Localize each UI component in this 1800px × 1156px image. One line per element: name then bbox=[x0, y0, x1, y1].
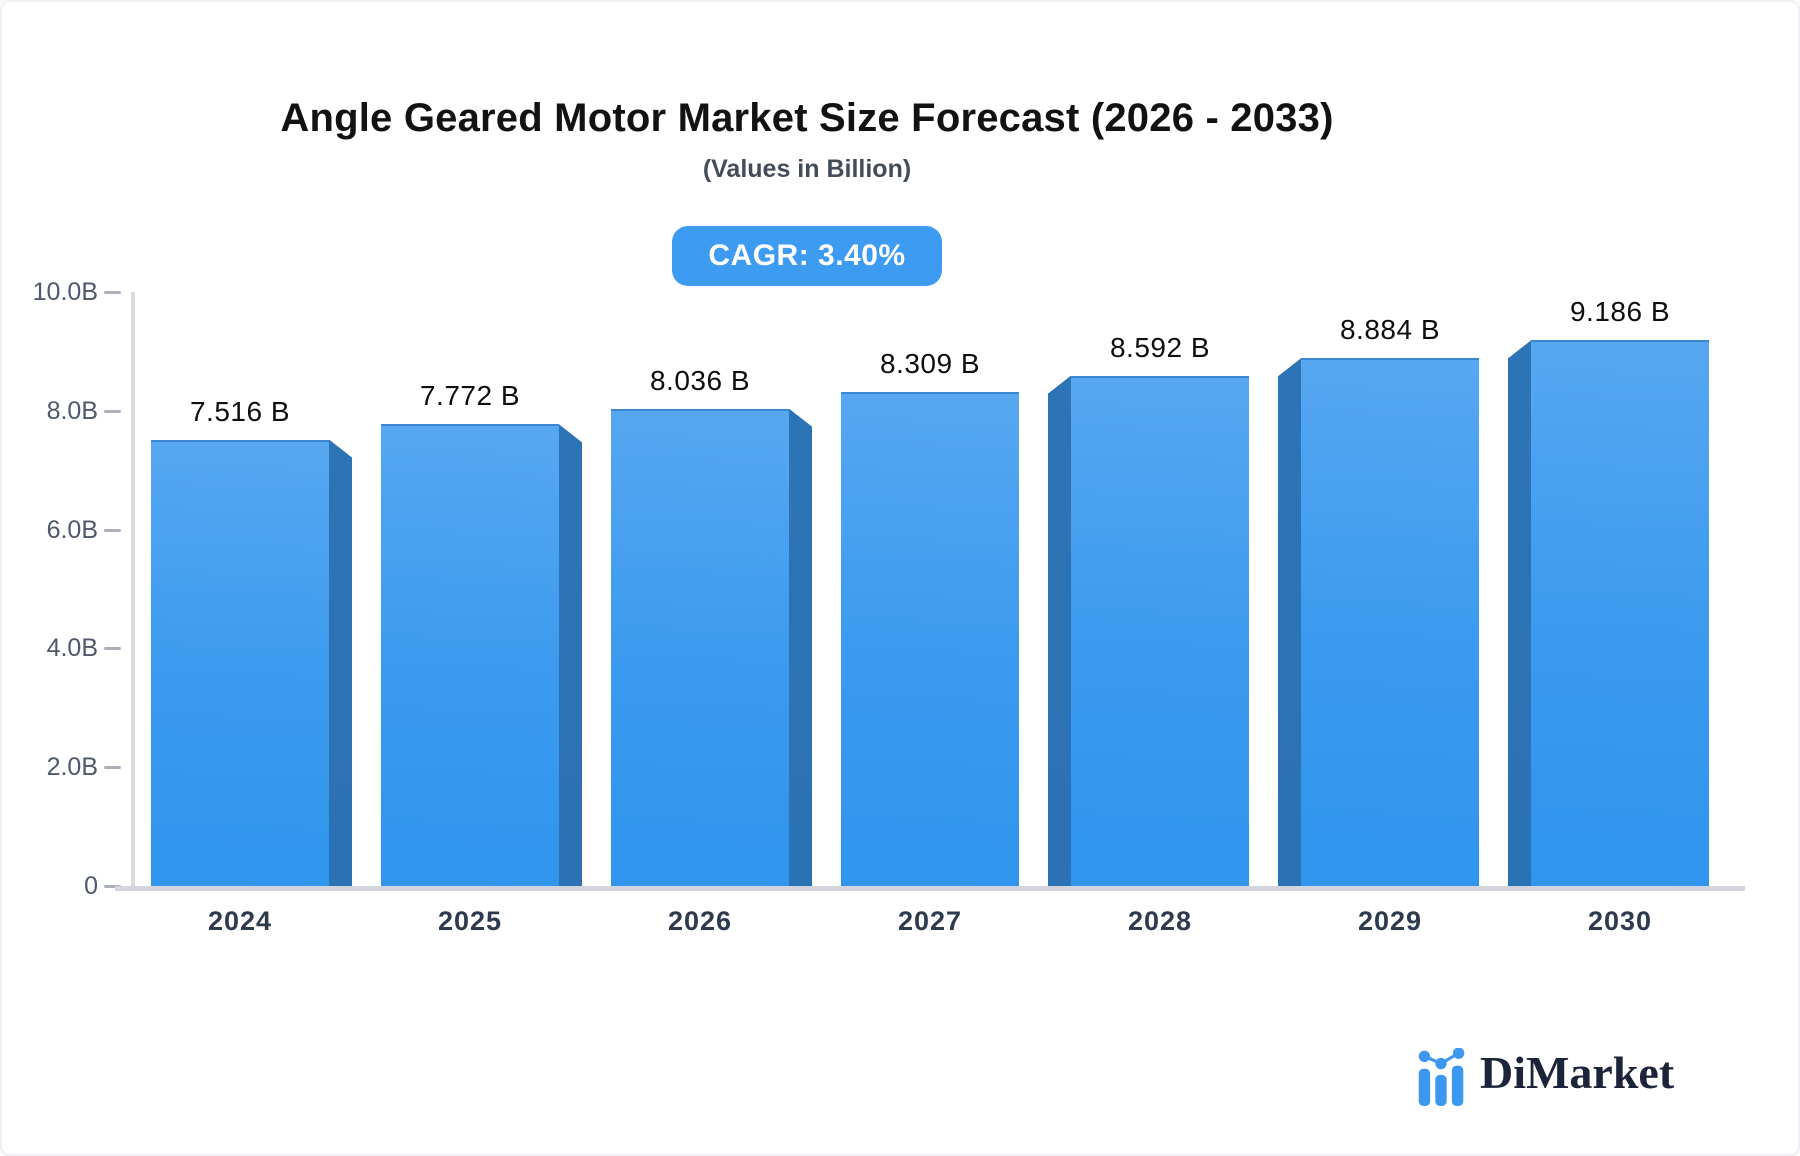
bar-2030 bbox=[1531, 340, 1709, 888]
x-axis-baseline bbox=[115, 886, 1745, 891]
y-tick-dash bbox=[104, 409, 121, 413]
y-tick-dash bbox=[104, 647, 121, 651]
x-axis-label: 2024 bbox=[207, 906, 273, 936]
bar-side-face bbox=[789, 408, 812, 888]
x-axis-label: 2030 bbox=[1587, 906, 1653, 936]
y-tick-label: 4.0B bbox=[46, 634, 98, 663]
x-axis-label: 2029 bbox=[1357, 906, 1423, 936]
bar-side-face bbox=[1508, 340, 1531, 888]
bar-side-face bbox=[559, 424, 582, 888]
bar-2027 bbox=[841, 392, 1019, 888]
y-tick-label: 0 bbox=[84, 872, 98, 900]
bar-side-face bbox=[329, 439, 352, 888]
y-tick-dash bbox=[104, 291, 121, 294]
bar-2028 bbox=[1071, 375, 1249, 888]
y-tick-dash bbox=[104, 885, 121, 888]
bar-side-face bbox=[1048, 375, 1071, 888]
chart-title: Angle Geared Motor Market Size Forecast … bbox=[280, 96, 1334, 140]
dimarket-logo: DiMarket bbox=[1417, 1040, 1674, 1106]
y-axis-line bbox=[131, 292, 135, 888]
bar-value-label: 8.884 B bbox=[1339, 314, 1441, 346]
bar-2024 bbox=[151, 439, 329, 888]
dimarket-logo-text: DiMarket bbox=[1480, 1047, 1675, 1098]
y-tick-dash bbox=[104, 528, 121, 532]
y-tick-dash bbox=[104, 766, 121, 770]
bar-side-face bbox=[1278, 358, 1301, 888]
x-axis-label: 2028 bbox=[1127, 906, 1193, 936]
bar-value-label: 8.309 B bbox=[879, 348, 981, 380]
bar-2029 bbox=[1301, 358, 1479, 888]
bar-value-label: 8.036 B bbox=[649, 364, 751, 396]
cagr-badge: CAGR: 3.40% bbox=[672, 226, 942, 286]
bar-value-label: 7.516 B bbox=[189, 395, 291, 427]
bar-value-label: 9.186 B bbox=[1569, 296, 1671, 328]
y-tick-label: 6.0B bbox=[46, 515, 98, 544]
x-axis-label: 2027 bbox=[897, 906, 963, 936]
x-axis-label: 2026 bbox=[667, 906, 733, 936]
bar-value-label: 7.772 B bbox=[419, 380, 521, 412]
chart-header: Angle Geared Motor Market Size Forecast … bbox=[2, 96, 1612, 286]
bar-value-label: 8.592 B bbox=[1109, 331, 1211, 363]
bar-2025 bbox=[381, 424, 559, 888]
x-axis-label: 2025 bbox=[437, 906, 503, 936]
dimarket-logo-icon bbox=[1418, 1048, 1465, 1106]
y-tick-label: 10.0B bbox=[32, 278, 98, 306]
chart-subtitle: (Values in Billion) bbox=[702, 155, 912, 183]
bar-2026 bbox=[611, 408, 789, 888]
y-tick-label: 2.0B bbox=[46, 753, 98, 782]
y-tick-label: 8.0B bbox=[46, 396, 98, 425]
